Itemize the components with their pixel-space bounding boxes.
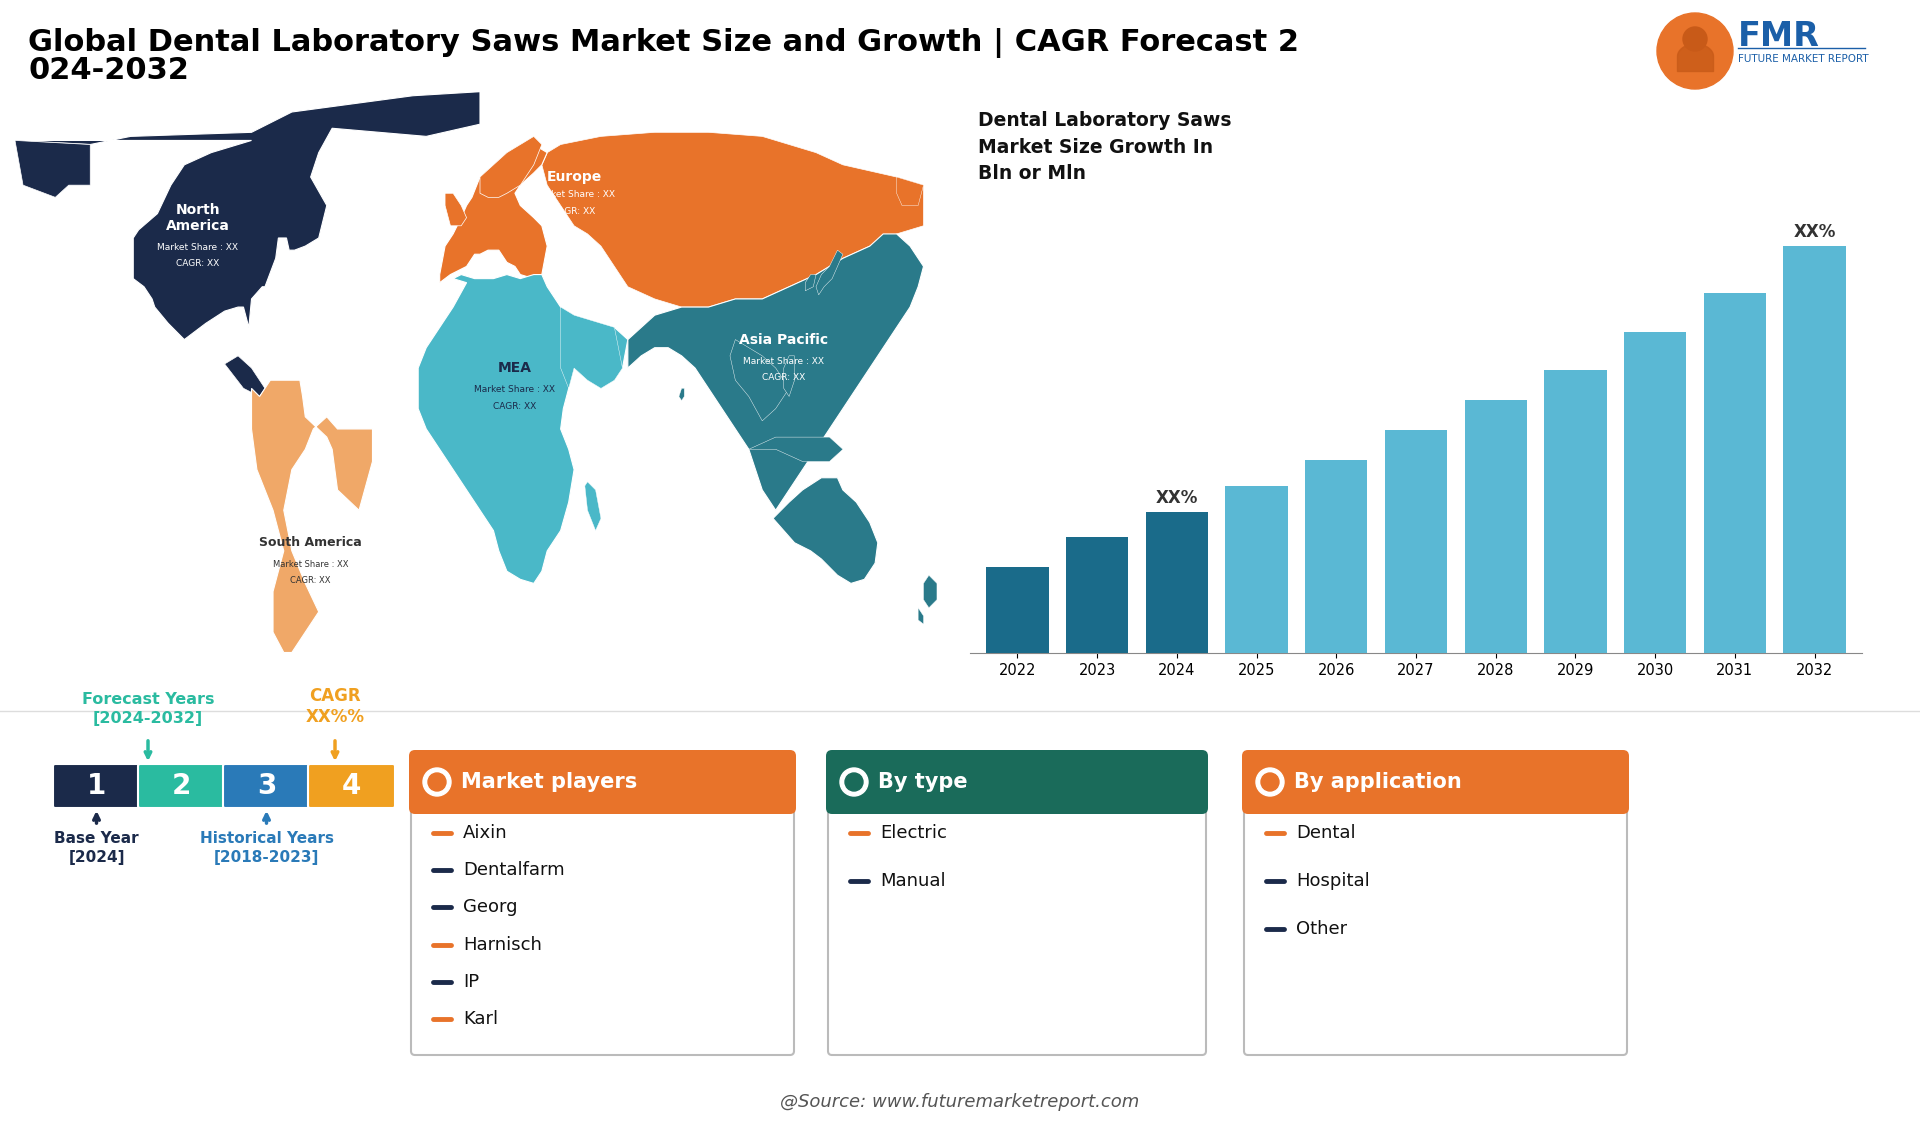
- Text: IP: IP: [463, 973, 480, 990]
- Polygon shape: [440, 144, 547, 283]
- Text: 3: 3: [257, 772, 276, 800]
- Circle shape: [1256, 768, 1284, 796]
- Text: FUTURE MARKET REPORT: FUTURE MARKET REPORT: [1738, 54, 1868, 64]
- Text: Global Dental Laboratory Saws Market Size and Growth | CAGR Forecast 2: Global Dental Laboratory Saws Market Siz…: [29, 28, 1300, 58]
- Bar: [1384, 430, 1448, 653]
- Text: South America: South America: [259, 536, 363, 549]
- Text: CAGR
XX%%: CAGR XX%%: [305, 688, 365, 727]
- FancyBboxPatch shape: [307, 764, 396, 808]
- Text: Dental: Dental: [1296, 824, 1356, 842]
- Text: Forecast Years
[2024-2032]: Forecast Years [2024-2032]: [83, 692, 215, 727]
- Text: CAGR: XX: CAGR: XX: [177, 259, 219, 268]
- Polygon shape: [804, 275, 816, 291]
- Text: 024-2032: 024-2032: [29, 56, 188, 85]
- Text: XX%: XX%: [1793, 222, 1836, 241]
- Circle shape: [1684, 28, 1707, 52]
- Circle shape: [1657, 13, 1734, 89]
- Circle shape: [845, 774, 862, 791]
- Text: Base Year
[2024]: Base Year [2024]: [54, 831, 138, 864]
- FancyBboxPatch shape: [826, 749, 1208, 814]
- Polygon shape: [730, 339, 789, 421]
- Text: By application: By application: [1294, 772, 1461, 792]
- Polygon shape: [918, 607, 924, 625]
- Text: CAGR: XX: CAGR: XX: [553, 206, 595, 215]
- Bar: [987, 567, 1048, 653]
- Text: 4: 4: [342, 772, 361, 800]
- Polygon shape: [628, 234, 924, 510]
- Text: North
America: North America: [165, 203, 230, 233]
- Text: CAGR: XX: CAGR: XX: [493, 401, 536, 410]
- Text: Market Share : XX: Market Share : XX: [273, 560, 348, 570]
- Text: Manual: Manual: [879, 872, 947, 890]
- FancyBboxPatch shape: [138, 764, 225, 808]
- Text: CAGR: XX: CAGR: XX: [762, 374, 804, 383]
- Bar: [1784, 245, 1845, 653]
- Text: Market Share : XX: Market Share : XX: [474, 385, 555, 394]
- Text: Market Share : XX: Market Share : XX: [534, 190, 614, 199]
- Polygon shape: [480, 136, 541, 197]
- FancyBboxPatch shape: [1242, 749, 1628, 814]
- Bar: [1624, 331, 1686, 653]
- Text: Asia Pacific: Asia Pacific: [739, 332, 828, 346]
- FancyBboxPatch shape: [409, 749, 797, 814]
- Polygon shape: [445, 194, 467, 226]
- Text: MEA: MEA: [497, 361, 532, 375]
- Polygon shape: [680, 388, 684, 401]
- Circle shape: [1261, 774, 1279, 791]
- Polygon shape: [541, 132, 924, 307]
- Text: Market Share : XX: Market Share : XX: [743, 356, 824, 366]
- Text: 2: 2: [171, 772, 192, 800]
- Bar: [1146, 511, 1208, 653]
- Circle shape: [428, 774, 445, 791]
- Text: XX%: XX%: [1156, 488, 1198, 507]
- Text: Dentalfarm: Dentalfarm: [463, 861, 564, 879]
- Text: FMR: FMR: [1738, 21, 1820, 54]
- Text: Karl: Karl: [463, 1010, 497, 1028]
- Bar: [1306, 461, 1367, 653]
- Text: Hospital: Hospital: [1296, 872, 1369, 890]
- Polygon shape: [774, 478, 877, 583]
- Polygon shape: [225, 355, 265, 397]
- Text: @Source: www.futuremarketreport.com: @Source: www.futuremarketreport.com: [780, 1093, 1140, 1110]
- Bar: [1066, 537, 1129, 653]
- Bar: [1225, 486, 1288, 653]
- Polygon shape: [816, 250, 843, 295]
- Text: Dental Laboratory Saws
Market Size Growth In
Bln or Mln: Dental Laboratory Saws Market Size Growt…: [977, 111, 1231, 183]
- Polygon shape: [897, 176, 924, 205]
- FancyBboxPatch shape: [411, 804, 795, 1055]
- Text: Other: Other: [1296, 920, 1348, 937]
- Polygon shape: [419, 275, 628, 583]
- Polygon shape: [924, 575, 937, 607]
- Text: Electric: Electric: [879, 824, 947, 842]
- FancyBboxPatch shape: [223, 764, 309, 808]
- FancyBboxPatch shape: [54, 764, 140, 808]
- Text: CAGR: XX: CAGR: XX: [290, 576, 330, 586]
- Polygon shape: [252, 380, 372, 652]
- Polygon shape: [15, 92, 480, 339]
- Text: Europe: Europe: [547, 170, 601, 185]
- Bar: [1544, 370, 1607, 653]
- Circle shape: [422, 768, 451, 796]
- FancyBboxPatch shape: [1244, 804, 1626, 1055]
- Text: Harnisch: Harnisch: [463, 935, 541, 953]
- Text: Historical Years
[2018-2023]: Historical Years [2018-2023]: [200, 831, 334, 864]
- Text: By type: By type: [877, 772, 968, 792]
- Polygon shape: [561, 307, 622, 388]
- FancyBboxPatch shape: [828, 804, 1206, 1055]
- Bar: [1703, 293, 1766, 653]
- Text: 1: 1: [86, 772, 106, 800]
- Polygon shape: [15, 141, 90, 197]
- Bar: [1465, 400, 1526, 653]
- Circle shape: [841, 768, 868, 796]
- Text: Market Share : XX: Market Share : XX: [157, 243, 238, 252]
- Text: Market players: Market players: [461, 772, 637, 792]
- Text: Georg: Georg: [463, 898, 518, 917]
- Polygon shape: [749, 437, 843, 462]
- Polygon shape: [586, 481, 601, 531]
- Polygon shape: [783, 355, 795, 397]
- Text: Aixin: Aixin: [463, 824, 507, 842]
